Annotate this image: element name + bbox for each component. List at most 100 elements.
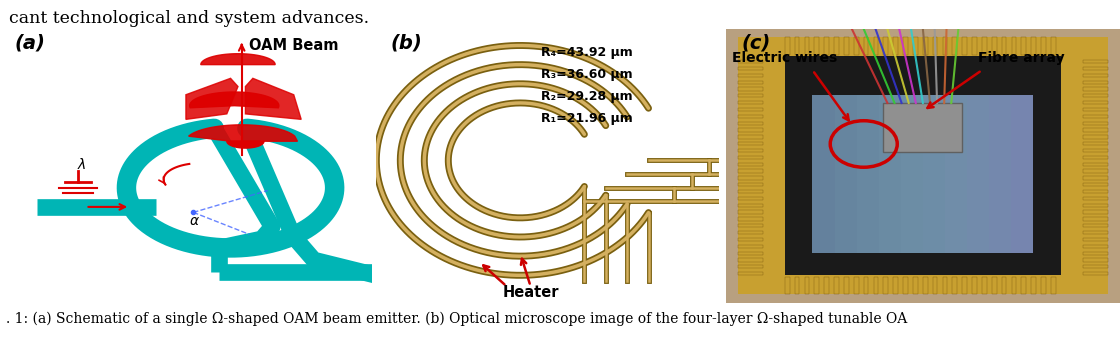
Bar: [738, 183, 763, 186]
Bar: [1051, 37, 1056, 55]
Bar: [1032, 277, 1036, 294]
Bar: [933, 37, 937, 55]
Bar: [738, 224, 763, 227]
Bar: [853, 37, 859, 55]
Bar: [1083, 108, 1108, 111]
Bar: [1011, 95, 1034, 253]
Bar: [853, 277, 859, 294]
Bar: [1083, 245, 1108, 248]
Text: Heater: Heater: [502, 285, 559, 300]
Bar: [1083, 169, 1108, 173]
Polygon shape: [186, 78, 237, 119]
Text: R₁=21.96 μm: R₁=21.96 μm: [541, 112, 633, 125]
Text: (a): (a): [15, 33, 46, 52]
Bar: [804, 37, 810, 55]
Bar: [913, 37, 917, 55]
Bar: [1083, 251, 1108, 255]
Bar: [1083, 142, 1108, 145]
Bar: [1083, 74, 1108, 77]
Polygon shape: [189, 92, 279, 108]
Bar: [1021, 277, 1026, 294]
Bar: [1083, 115, 1108, 118]
Bar: [864, 277, 868, 294]
Bar: [992, 277, 997, 294]
Bar: [738, 203, 763, 207]
Bar: [738, 190, 763, 193]
Text: R₃=36.60 μm: R₃=36.60 μm: [541, 68, 633, 81]
Bar: [814, 277, 819, 294]
Text: λ: λ: [78, 158, 86, 172]
Bar: [923, 95, 945, 253]
Bar: [894, 277, 898, 294]
Bar: [834, 95, 857, 253]
Bar: [738, 87, 763, 91]
Bar: [962, 37, 967, 55]
Bar: [738, 197, 763, 200]
Bar: [738, 231, 763, 234]
Text: . 1: (a) Schematic of a single Ω-shaped OAM beam emitter. (b) Optical microscope: . 1: (a) Schematic of a single Ω-shaped …: [6, 311, 907, 326]
Polygon shape: [785, 56, 1061, 275]
Bar: [864, 37, 868, 55]
Text: cant technological and system advances.: cant technological and system advances.: [9, 10, 370, 27]
Bar: [1083, 67, 1108, 70]
Bar: [982, 37, 987, 55]
Bar: [952, 37, 958, 55]
Bar: [1083, 197, 1108, 200]
Bar: [1042, 277, 1046, 294]
Text: OAM Beam: OAM Beam: [249, 38, 338, 53]
Bar: [785, 37, 790, 55]
Bar: [982, 277, 987, 294]
Bar: [1042, 37, 1046, 55]
Bar: [1011, 37, 1016, 55]
Bar: [1083, 162, 1108, 166]
Bar: [884, 37, 888, 55]
Bar: [738, 60, 763, 63]
Bar: [1083, 80, 1108, 84]
Bar: [874, 37, 878, 55]
Bar: [738, 210, 763, 214]
Bar: [1083, 156, 1108, 159]
Bar: [812, 95, 1034, 253]
Text: Electric wires: Electric wires: [732, 51, 838, 65]
Text: (b): (b): [390, 33, 422, 52]
Bar: [738, 272, 763, 275]
Bar: [738, 121, 763, 125]
Bar: [1051, 277, 1056, 294]
Bar: [884, 103, 962, 152]
Polygon shape: [245, 78, 301, 119]
Bar: [1083, 217, 1108, 221]
Bar: [812, 95, 834, 253]
Bar: [1083, 87, 1108, 91]
Bar: [814, 37, 819, 55]
Text: R₂=29.28 μm: R₂=29.28 μm: [541, 90, 633, 103]
Bar: [1083, 258, 1108, 262]
Bar: [1001, 37, 1007, 55]
Bar: [879, 95, 900, 253]
Bar: [945, 95, 967, 253]
Polygon shape: [227, 141, 264, 148]
Bar: [738, 162, 763, 166]
Bar: [1083, 60, 1108, 63]
Bar: [738, 258, 763, 262]
Bar: [962, 277, 967, 294]
Bar: [1021, 37, 1026, 55]
Polygon shape: [200, 54, 276, 65]
Bar: [738, 149, 763, 152]
Polygon shape: [188, 125, 298, 141]
Bar: [738, 176, 763, 180]
Bar: [738, 80, 763, 84]
Bar: [738, 238, 763, 241]
Bar: [738, 108, 763, 111]
Bar: [1083, 231, 1108, 234]
Bar: [738, 169, 763, 173]
Bar: [738, 94, 763, 97]
Bar: [1083, 238, 1108, 241]
Bar: [884, 277, 888, 294]
Bar: [1083, 135, 1108, 139]
Bar: [943, 37, 948, 55]
Bar: [1083, 149, 1108, 152]
Bar: [1083, 190, 1108, 193]
Bar: [824, 37, 829, 55]
Text: α: α: [189, 214, 198, 228]
Bar: [1083, 121, 1108, 125]
